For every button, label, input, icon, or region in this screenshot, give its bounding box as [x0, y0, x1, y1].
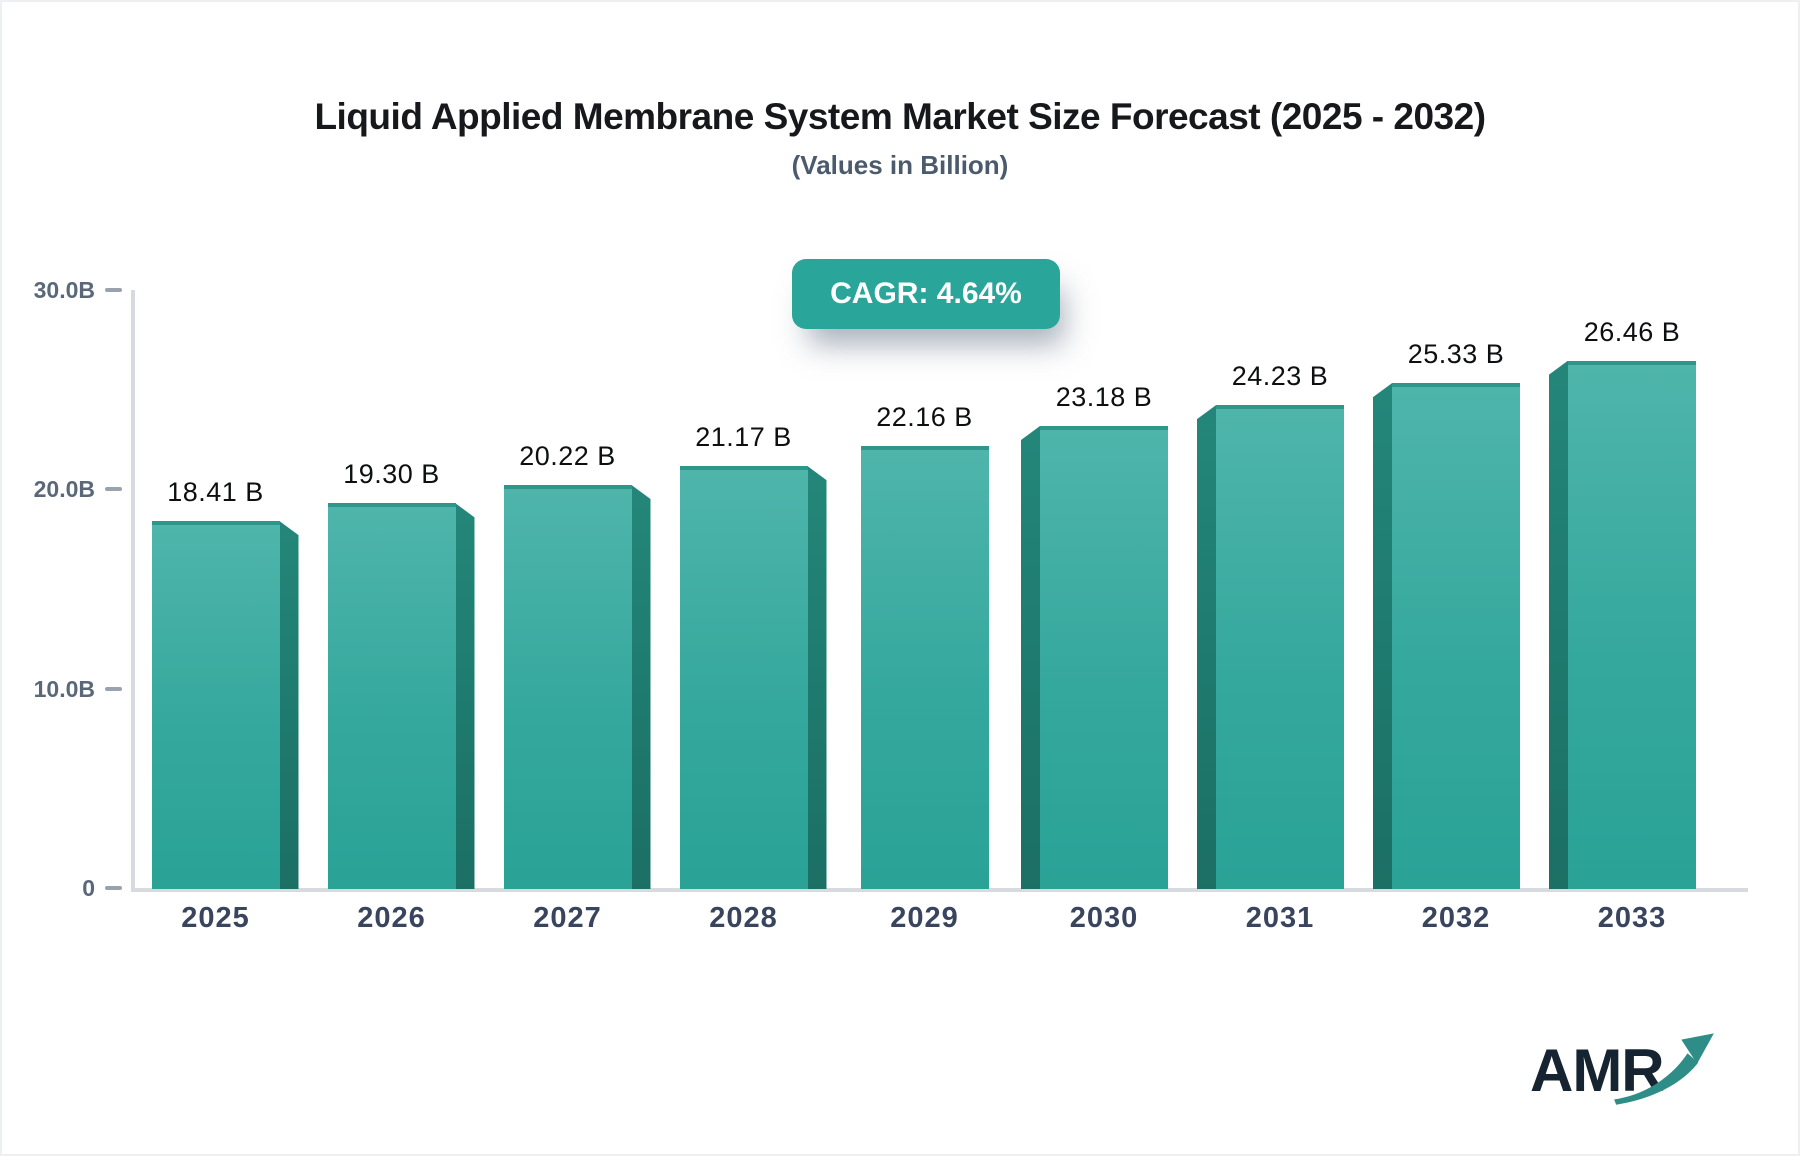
growth-arrow-icon: [1614, 1033, 1714, 1105]
bar-side-face: [1549, 360, 1568, 889]
cagr-badge: CAGR: 4.64%: [792, 259, 1060, 329]
x-axis-label-2026: 2026: [357, 902, 426, 934]
y-tick-label: 30.0B: [33, 277, 95, 304]
y-tick-mark: [105, 886, 122, 890]
bar-side-face: [807, 466, 827, 889]
bar-side-face: [1197, 405, 1216, 889]
x-axis-label-2030: 2030: [1069, 902, 1139, 934]
bar-side-face: [279, 521, 299, 889]
x-axis-label-2029: 2029: [890, 902, 959, 934]
bar-value-label: 23.18 B: [1055, 382, 1153, 413]
bar-2030: [1040, 426, 1168, 889]
y-tick-mark: [105, 288, 122, 293]
bar-side-face: [1373, 383, 1392, 889]
x-axis-label-2031: 2031: [1245, 902, 1315, 934]
bar-side-face: [631, 485, 651, 889]
bar-2031: [1216, 405, 1344, 889]
chart-subtitle: (Values in Billion): [791, 150, 1009, 180]
y-tick-mark: [105, 487, 122, 492]
y-tick-label: 0: [82, 875, 95, 901]
bar-2025: [151, 521, 280, 889]
bar-2029: [860, 446, 989, 889]
x-axis-label-2028: 2028: [709, 902, 778, 934]
y-axis-line: [131, 290, 135, 892]
bar-2028: [679, 466, 808, 889]
bar-2026: [327, 503, 456, 889]
x-axis-label-2033: 2033: [1597, 902, 1667, 934]
x-axis-line: [131, 888, 1748, 892]
bar-side-face: [1021, 426, 1040, 889]
bar-value-label: 19.30 B: [343, 459, 440, 490]
bar-value-label: 24.23 B: [1231, 361, 1329, 392]
bar-value-label: 25.33 B: [1407, 339, 1505, 370]
y-tick-mark: [105, 686, 122, 691]
bar-2027: [503, 485, 632, 889]
bar-side-face: [455, 503, 475, 889]
y-tick-label: 20.0B: [33, 476, 95, 503]
bar-value-label: 26.46 B: [1583, 316, 1681, 347]
bar-value-label: 20.22 B: [519, 441, 616, 471]
y-tick-label: 10.0B: [33, 675, 95, 702]
chart-title: Liquid Applied Membrane System Market Si…: [314, 96, 1486, 137]
x-axis-label-2027: 2027: [533, 902, 602, 934]
x-axis-label-2025: 2025: [181, 902, 250, 934]
bar-value-label: 22.16 B: [876, 402, 973, 433]
bar-2033: [1568, 360, 1696, 889]
cagr-badge-label: CAGR: 4.64%: [830, 277, 1022, 310]
bar-value-label: 21.17 B: [695, 422, 792, 453]
x-axis-label-2032: 2032: [1421, 902, 1491, 934]
bar-2032: [1392, 383, 1520, 889]
bar-value-label: 18.41 B: [167, 477, 264, 508]
amr-logo: AMR: [1530, 1033, 1730, 1126]
